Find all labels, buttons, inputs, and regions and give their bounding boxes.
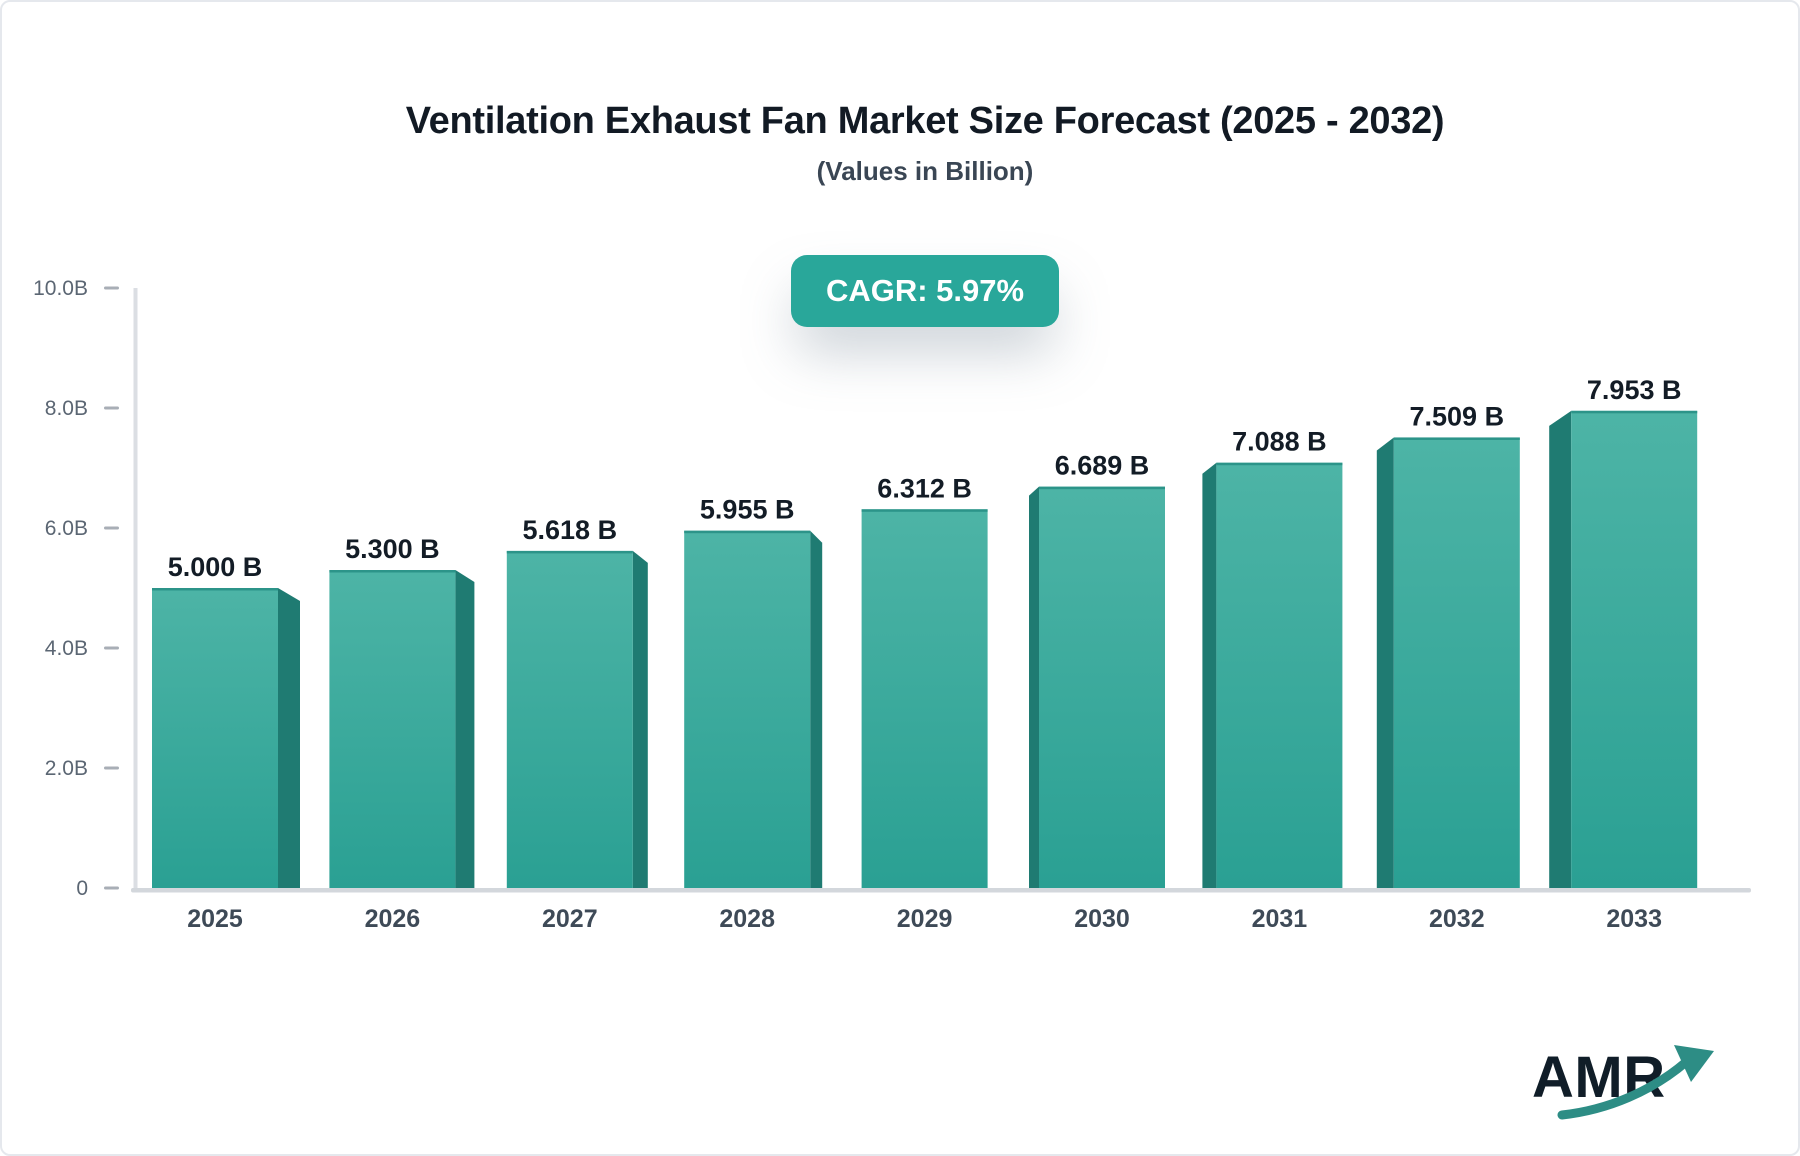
bar-side-face[interactable]	[810, 530, 823, 888]
y-axis-line	[133, 288, 138, 888]
bar-front-face[interactable]	[1216, 462, 1343, 888]
bar-value-label: 5.618 B	[523, 515, 618, 545]
y-tick-mark	[104, 886, 119, 890]
y-axis-tick-label: 0	[76, 877, 88, 900]
bar-side-face[interactable]	[455, 570, 475, 888]
y-axis-tick-label: 6.0B	[45, 517, 88, 540]
bar-value-label: 5.955 B	[700, 495, 795, 525]
x-axis-baseline	[131, 888, 1751, 893]
bar-front-face[interactable]	[329, 570, 456, 888]
x-axis-label: 2028	[719, 905, 775, 933]
bar-top-edge	[1393, 437, 1520, 440]
cagr-badge-label: CAGR: 5.97%	[825, 273, 1025, 308]
bar-group-2029: 6.312 B 2029	[861, 473, 988, 933]
x-axis-label: 2033	[1606, 905, 1662, 933]
bar-value-label: 5.300 B	[345, 534, 440, 564]
bar-top-edge	[1039, 486, 1165, 490]
x-axis-label: 2031	[1252, 905, 1308, 933]
y-tick-mark	[104, 766, 119, 770]
bar-front-face[interactable]	[1571, 410, 1698, 888]
bar-group-2027: 5.618 B 2027	[506, 515, 648, 933]
bar-side-face[interactable]	[1029, 486, 1039, 888]
x-axis-label: 2027	[542, 905, 598, 933]
bar-top-edge	[684, 530, 811, 534]
bar-top-edge	[152, 588, 278, 591]
bar-group-2031: 7.088 B 2031	[1202, 427, 1343, 933]
bar-top-edge	[1571, 410, 1698, 414]
bar-group-2030: 6.689 B 2030	[1029, 451, 1165, 933]
bar-front-face[interactable]	[152, 588, 278, 888]
y-axis-tick-label: 10.0B	[33, 277, 88, 300]
bar-side-face[interactable]	[1202, 462, 1217, 888]
bar-top-edge	[329, 570, 456, 573]
bar-front-face[interactable]	[861, 509, 988, 888]
amr-logo-text: AMR	[1532, 1045, 1666, 1110]
bar-side-face[interactable]	[278, 588, 300, 888]
bar-front-face[interactable]	[506, 550, 633, 888]
bar-value-label: 7.088 B	[1232, 427, 1327, 457]
bar-value-label: 7.509 B	[1410, 401, 1505, 431]
bar-value-label: 5.000 B	[168, 552, 263, 582]
bar-group-2025: 5.000 B 2025	[152, 552, 300, 933]
bar-top-edge	[506, 550, 633, 554]
y-tick-mark	[104, 526, 119, 530]
bar-front-face[interactable]	[1039, 486, 1165, 888]
bar-group-2026: 5.300 B 2026	[329, 534, 475, 933]
bar-value-label: 7.953 B	[1587, 375, 1682, 405]
y-axis-tick-label: 4.0B	[45, 637, 88, 660]
x-axis-label: 2030	[1074, 905, 1130, 933]
growth-arrow-icon	[1557, 1045, 1714, 1120]
x-axis-label: 2025	[187, 905, 243, 933]
y-axis-tick-label: 2.0B	[45, 757, 88, 780]
bar-front-face[interactable]	[684, 530, 811, 888]
bar-group-2033: 7.953 B 2033	[1549, 375, 1698, 933]
x-axis-label: 2032	[1429, 905, 1485, 933]
bar-side-face[interactable]	[1376, 437, 1394, 888]
x-axis-label: 2029	[897, 905, 953, 933]
bar-side-face[interactable]	[1549, 410, 1572, 888]
amr-logo: AMR	[1524, 1038, 1754, 1128]
y-tick-mark	[104, 406, 119, 410]
bar-top-edge	[861, 509, 988, 512]
y-axis-tick-label: 8.0B	[45, 397, 88, 420]
bar-top-edge	[1216, 462, 1343, 466]
bar-value-label: 6.312 B	[877, 473, 972, 503]
bar-front-face[interactable]	[1393, 437, 1520, 888]
bar-group-2032: 7.509 B 2032	[1376, 401, 1520, 933]
y-tick-mark	[104, 286, 119, 290]
y-tick-mark	[104, 646, 119, 650]
cagr-badge: CAGR: 5.97%	[791, 255, 1059, 327]
x-axis-label: 2026	[365, 905, 421, 933]
bar-side-face[interactable]	[632, 550, 648, 888]
bar-group-2028: 5.955 B 2028	[684, 495, 823, 933]
bar-value-label: 6.689 B	[1055, 451, 1150, 481]
